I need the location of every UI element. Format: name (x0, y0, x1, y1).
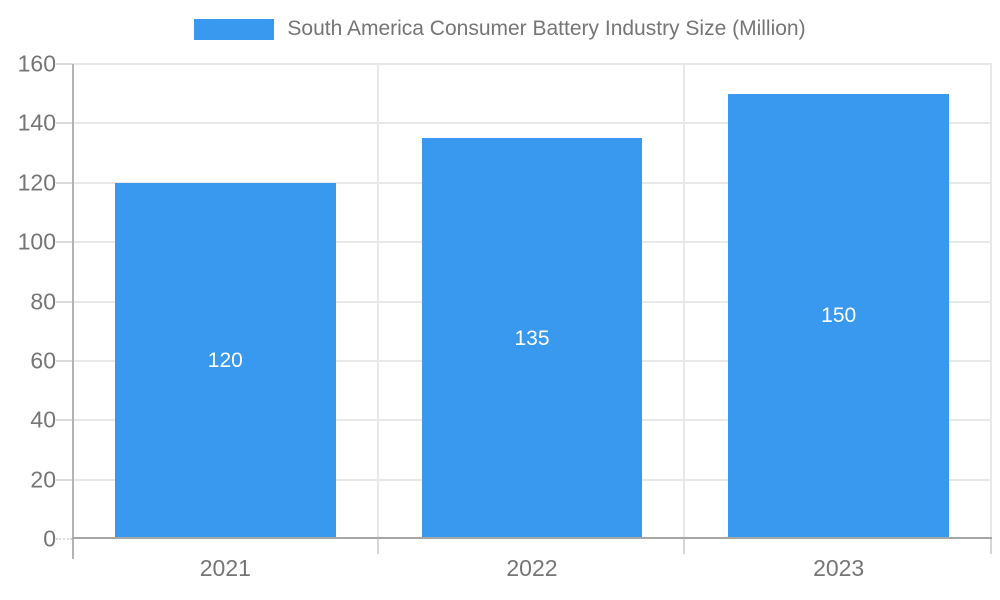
bar-value-label: 120 (207, 348, 243, 372)
y-axis-tick (56, 538, 72, 540)
x-axis-tick (990, 539, 992, 554)
bar-2022[interactable] (421, 138, 643, 539)
y-axis-tick (56, 122, 72, 125)
y-axis-tick-label: 140 (17, 109, 56, 136)
y-axis-tick-label: 120 (17, 169, 56, 196)
bar-value-label: 135 (514, 326, 550, 350)
y-axis-tick (56, 478, 72, 481)
x-axis-line (72, 537, 992, 539)
x-axis-tick-label: 2022 (506, 555, 558, 581)
x-axis-tick (376, 539, 379, 554)
y-axis-tick-label: 20 (30, 466, 56, 493)
y-axis-line (72, 64, 74, 559)
y-axis-tick-label: 0 (43, 525, 56, 552)
plot-area: 120 135 150 (56, 63, 992, 559)
x-axis-tick (683, 539, 686, 554)
bar-2023[interactable] (728, 93, 950, 539)
bar-value-label: 150 (821, 304, 857, 328)
y-axis-tick-label: 40 (30, 406, 56, 433)
x-axis-labels: 2021 2022 2023 (72, 553, 992, 587)
y-axis-tick-label: 80 (30, 288, 56, 314)
legend-swatch[interactable] (194, 18, 275, 40)
gridline-vertical (990, 64, 992, 539)
gridline-vertical (376, 64, 379, 539)
y-axis-tick-label: 60 (30, 347, 56, 374)
y-axis-tick (56, 419, 72, 422)
bar-2021[interactable] (114, 182, 336, 539)
y-axis-labels: 0 20 40 60 80 100 120 140 160 (0, 51, 56, 552)
y-axis-tick-label: 100 (17, 228, 56, 255)
y-axis-tick (56, 181, 72, 184)
y-axis-tick-label: 160 (17, 50, 56, 77)
y-axis-tick (56, 359, 72, 362)
legend: South America Consumer Battery Industry … (0, 17, 1000, 41)
legend-label: South America Consumer Battery Industry … (287, 17, 806, 40)
y-axis-tick (56, 300, 72, 303)
gridline-horizontal (72, 122, 992, 125)
y-axis-tick (56, 241, 72, 244)
y-axis-tick (56, 63, 72, 65)
x-axis-tick-label: 2023 (813, 555, 865, 581)
gridline-vertical (683, 64, 686, 539)
gridline-horizontal (72, 63, 992, 65)
x-axis-tick-label: 2021 (199, 555, 251, 581)
